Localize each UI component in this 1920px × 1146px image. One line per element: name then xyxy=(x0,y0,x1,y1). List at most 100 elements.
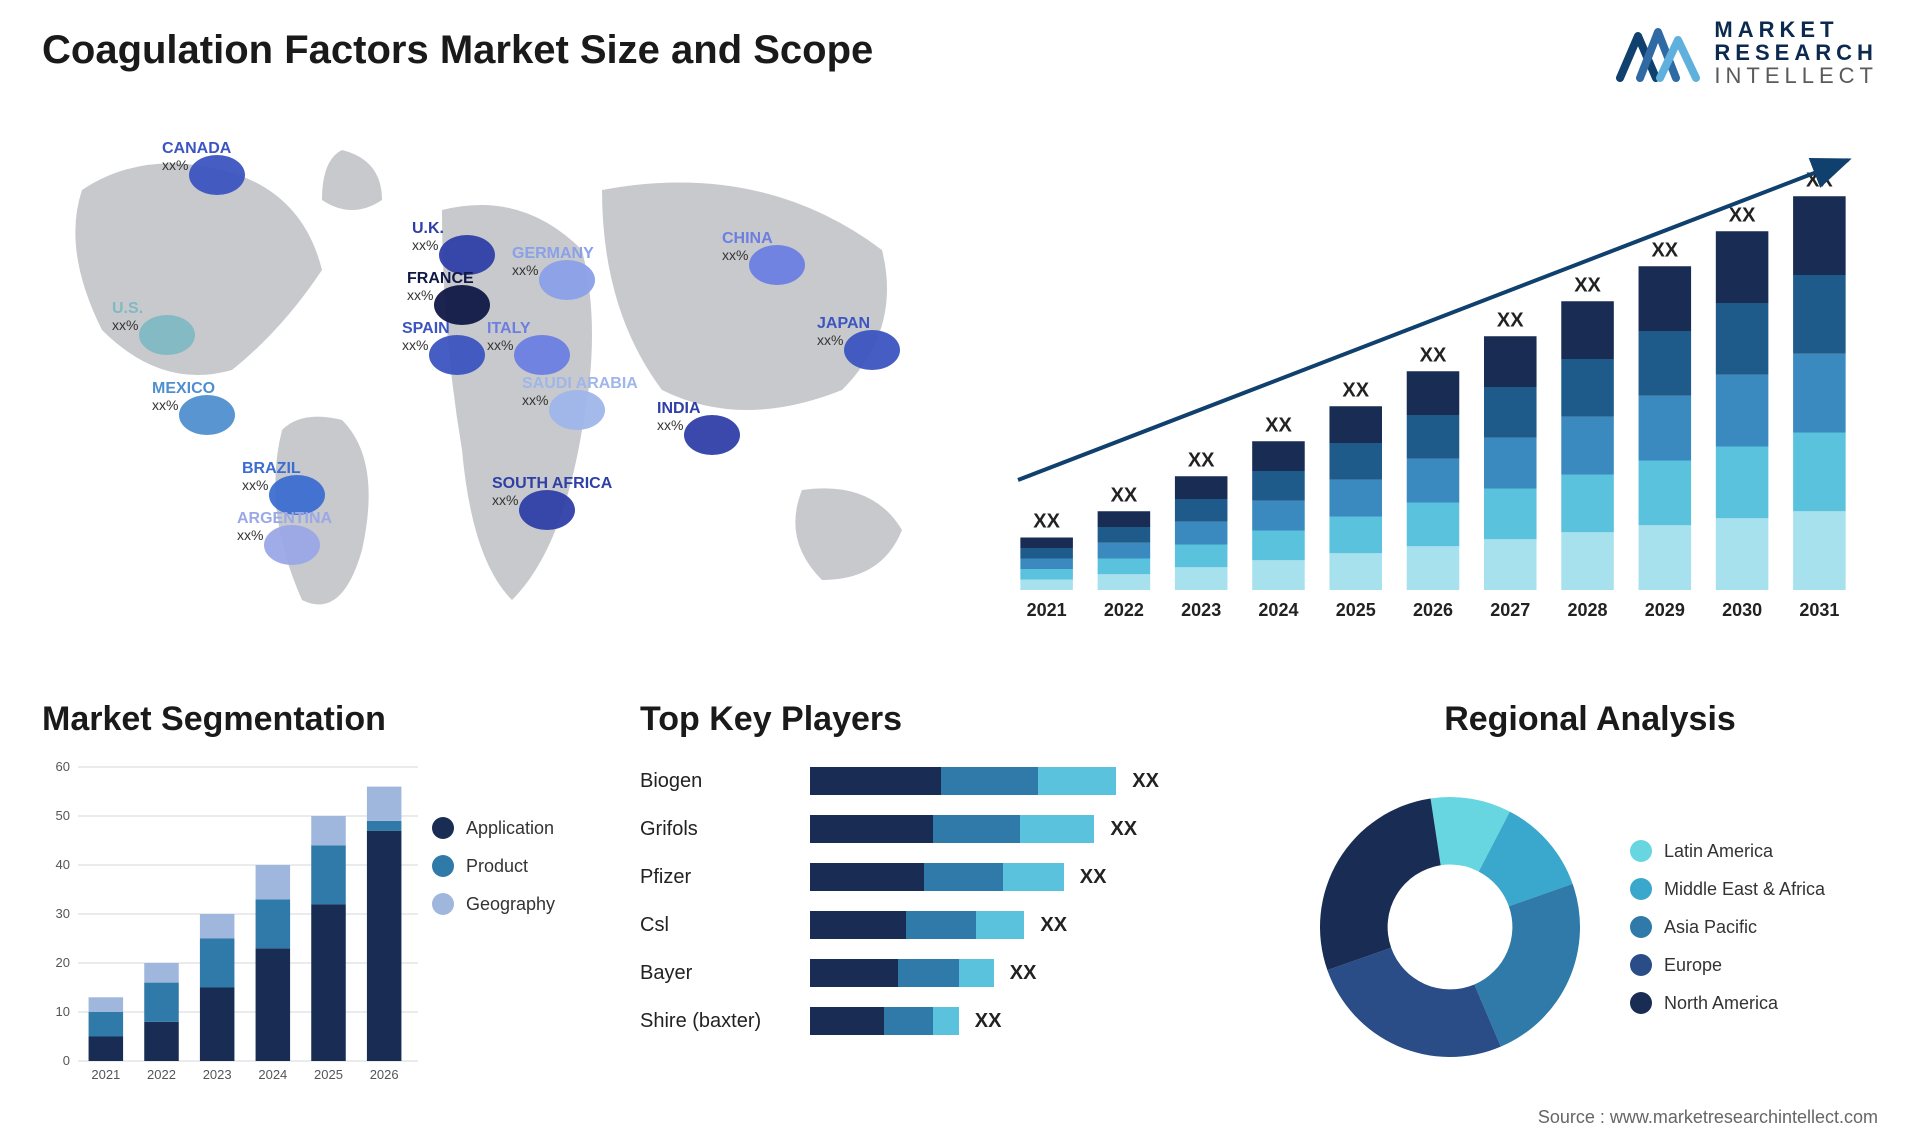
logo-line-3: INTELLECT xyxy=(1714,64,1878,87)
legend-dot-icon xyxy=(432,855,454,877)
map-label-france: FRANCExx% xyxy=(407,270,474,303)
svg-text:2024: 2024 xyxy=(258,1067,287,1082)
players-title: Top Key Players xyxy=(640,700,1260,739)
players-chart: BiogenXXGrifolsXXPfizerXXCslXXBayerXXShi… xyxy=(640,757,1260,1097)
svg-text:2022: 2022 xyxy=(147,1067,176,1082)
map-country-value: xx% xyxy=(412,238,444,253)
map-country-value: xx% xyxy=(407,288,474,303)
segmentation-chart-svg: 0102030405060202120222023202420252026 xyxy=(42,757,422,1097)
map-country-value: xx% xyxy=(237,528,332,543)
legend-dot-icon xyxy=(1630,992,1652,1014)
svg-text:2023: 2023 xyxy=(1181,600,1221,620)
svg-text:10: 10 xyxy=(56,1004,70,1019)
player-bar-segment xyxy=(898,959,959,987)
map-label-india: INDIAxx% xyxy=(657,400,701,433)
svg-text:2026: 2026 xyxy=(1413,600,1453,620)
legend-label: North America xyxy=(1664,993,1778,1014)
map-country-value: xx% xyxy=(522,393,638,408)
svg-text:XX: XX xyxy=(1188,449,1215,471)
legend-dot-icon xyxy=(1630,878,1652,900)
player-bar xyxy=(810,911,1024,939)
player-name: Biogen xyxy=(640,770,810,793)
svg-text:2029: 2029 xyxy=(1645,600,1685,620)
player-value: XX xyxy=(1110,818,1137,841)
legend-label: Middle East & Africa xyxy=(1664,879,1825,900)
regional-legend-item: Europe xyxy=(1630,954,1825,976)
svg-text:2027: 2027 xyxy=(1490,600,1530,620)
map-country-value: xx% xyxy=(817,333,870,348)
player-row: CslXX xyxy=(640,901,1260,949)
map-country-name: CANADA xyxy=(162,140,231,158)
legend-label: Application xyxy=(466,818,554,839)
segmentation-legend-item: Product xyxy=(432,855,555,877)
player-value: XX xyxy=(1010,962,1037,985)
logo-line-2: RESEARCH xyxy=(1714,41,1878,64)
player-name: Grifols xyxy=(640,818,810,841)
player-bar-segment xyxy=(884,1007,932,1035)
legend-label: Europe xyxy=(1664,955,1722,976)
map-label-germany: GERMANYxx% xyxy=(512,245,594,278)
player-bar xyxy=(810,767,1116,795)
legend-dot-icon xyxy=(1630,954,1652,976)
player-row: PfizerXX xyxy=(640,853,1260,901)
svg-text:XX: XX xyxy=(1420,344,1447,366)
map-label-southafrica: SOUTH AFRICAxx% xyxy=(492,475,612,508)
svg-text:XX: XX xyxy=(1342,379,1369,401)
player-value: XX xyxy=(1132,770,1159,793)
map-country-name: GERMANY xyxy=(512,245,594,263)
map-label-china: CHINAxx% xyxy=(722,230,773,263)
segmentation-legend-item: Application xyxy=(432,817,555,839)
segmentation-legend: Application Product Geography xyxy=(432,817,555,915)
map-country-value: xx% xyxy=(512,263,594,278)
map-country-name: U.S. xyxy=(112,300,143,318)
player-name: Pfizer xyxy=(640,866,810,889)
map-country-value: xx% xyxy=(162,158,231,173)
donut-chart-svg xyxy=(1300,777,1600,1077)
legend-dot-icon xyxy=(1630,916,1652,938)
map-country-name: FRANCE xyxy=(407,270,474,288)
growth-chart: XX2021XX2022XX2023XX2024XX2025XX2026XX20… xyxy=(978,150,1878,650)
svg-text:2026: 2026 xyxy=(370,1067,399,1082)
svg-text:2024: 2024 xyxy=(1258,600,1298,620)
player-row: Bayer XX xyxy=(640,949,1260,997)
regional-title: Regional Analysis xyxy=(1300,700,1880,739)
svg-text:30: 30 xyxy=(56,906,70,921)
player-bar xyxy=(810,959,994,987)
legend-dot-icon xyxy=(1630,840,1652,862)
svg-text:2023: 2023 xyxy=(203,1067,232,1082)
svg-text:20: 20 xyxy=(56,955,70,970)
source-footer: Source : www.marketresearchintellect.com xyxy=(1538,1107,1878,1128)
player-bar-segment xyxy=(959,959,994,987)
player-bar xyxy=(810,815,1094,843)
legend-label: Asia Pacific xyxy=(1664,917,1757,938)
svg-text:2030: 2030 xyxy=(1722,600,1762,620)
player-name: Shire (baxter) xyxy=(640,1010,810,1033)
legend-label: Geography xyxy=(466,894,555,915)
map-country-name: BRAZIL xyxy=(242,460,301,478)
legend-dot-icon xyxy=(432,817,454,839)
map-country-value: xx% xyxy=(242,478,301,493)
svg-text:0: 0 xyxy=(63,1053,70,1068)
map-country-value: xx% xyxy=(657,418,701,433)
svg-text:60: 60 xyxy=(56,759,70,774)
legend-dot-icon xyxy=(432,893,454,915)
map-country-name: MEXICO xyxy=(152,380,215,398)
player-value: XX xyxy=(975,1010,1002,1033)
svg-text:2021: 2021 xyxy=(1027,600,1067,620)
player-row: Biogen XX xyxy=(640,757,1260,805)
regional-legend-item: Asia Pacific xyxy=(1630,916,1825,938)
logo-line-1: MARKET xyxy=(1714,18,1878,41)
player-value: XX xyxy=(1040,914,1067,937)
map-country-name: SPAIN xyxy=(402,320,450,338)
svg-text:2025: 2025 xyxy=(1336,600,1376,620)
segmentation-legend-item: Geography xyxy=(432,893,555,915)
player-bar-segment xyxy=(976,911,1024,939)
map-country-value: xx% xyxy=(487,338,531,353)
player-name: Bayer xyxy=(640,962,810,985)
player-row: Shire (baxter) XX xyxy=(640,997,1260,1045)
logo-text: MARKET RESEARCH INTELLECT xyxy=(1714,18,1878,87)
player-bar xyxy=(810,863,1064,891)
svg-text:XX: XX xyxy=(1497,309,1524,331)
players-section: Top Key Players BiogenXXGrifolsXXPfizerX… xyxy=(640,700,1260,1097)
player-bar-segment xyxy=(933,815,1021,843)
